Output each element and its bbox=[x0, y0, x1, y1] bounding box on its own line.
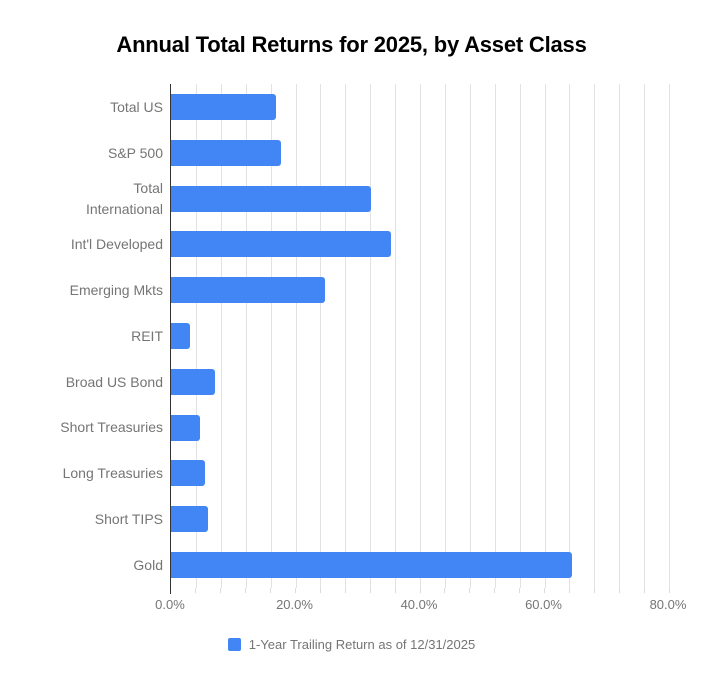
bar-row bbox=[171, 405, 669, 451]
gridline bbox=[395, 84, 397, 588]
bar-total-international[interactable] bbox=[171, 185, 371, 212]
category-label-short-treasuries: Short Treasuries bbox=[60, 419, 163, 436]
legend[interactable]: 1-Year Trailing Return as of 12/31/2025 bbox=[0, 637, 703, 652]
axis-tick bbox=[319, 588, 321, 593]
gridline bbox=[494, 84, 496, 588]
axis-tick bbox=[394, 588, 396, 593]
axis-tick bbox=[594, 588, 596, 593]
x-tick-label: 0.0% bbox=[155, 597, 185, 612]
bar-gold[interactable] bbox=[171, 552, 572, 579]
legend-label: 1-Year Trailing Return as of 12/31/2025 bbox=[248, 637, 476, 652]
category-label-int-l-developed: Int'l Developed bbox=[70, 236, 163, 253]
bar-long-treasuries[interactable] bbox=[171, 460, 206, 487]
x-tick-label: 40.0% bbox=[400, 597, 438, 612]
x-tick-label: 20.0% bbox=[276, 597, 313, 612]
axis-tick bbox=[569, 588, 571, 593]
gridline bbox=[320, 84, 322, 588]
bar-short-tips[interactable] bbox=[171, 506, 208, 533]
gridline bbox=[644, 84, 646, 588]
bar-row bbox=[171, 496, 669, 542]
category-labels: Total US S&P 500 Total International Int'l … bbox=[0, 84, 163, 588]
axis-tick bbox=[219, 588, 221, 593]
axis-tick bbox=[294, 588, 296, 593]
legend-swatch-icon bbox=[227, 638, 241, 651]
axis-tick bbox=[519, 588, 521, 593]
gridline bbox=[245, 84, 247, 588]
category-label-total-us: Total US bbox=[110, 98, 163, 115]
axis-tick bbox=[369, 588, 371, 593]
bar-row bbox=[171, 130, 669, 176]
axis-tick bbox=[494, 588, 496, 593]
bar-row bbox=[171, 221, 669, 267]
bar-row bbox=[171, 359, 669, 405]
gridline bbox=[469, 84, 471, 588]
category-label-total-international: Total International bbox=[85, 180, 163, 217]
bar-reit[interactable] bbox=[171, 322, 190, 349]
category-label-s-p-500: S&P 500 bbox=[107, 144, 163, 161]
axis-tick bbox=[619, 588, 621, 593]
gridline bbox=[444, 84, 446, 588]
bar-s-p-500[interactable] bbox=[171, 139, 282, 166]
bar-row bbox=[171, 313, 669, 359]
gridline bbox=[220, 84, 222, 588]
gridline bbox=[345, 84, 347, 588]
category-label-emerging-mkts: Emerging Mkts bbox=[69, 282, 163, 298]
gridline bbox=[420, 84, 421, 588]
x-axis-labels: 0.0% 20.0% 40.0% 60.0% 80.0% bbox=[155, 597, 686, 613]
bar-short-treasuries[interactable] bbox=[171, 414, 201, 441]
bar-row bbox=[171, 267, 669, 313]
axis-tick bbox=[419, 588, 421, 593]
gridline bbox=[519, 84, 521, 588]
gridline bbox=[619, 84, 621, 588]
bar-total-us[interactable] bbox=[171, 93, 277, 120]
gridline bbox=[594, 84, 596, 588]
axis-tick bbox=[469, 588, 471, 593]
axis-tick bbox=[444, 588, 446, 593]
bar-row bbox=[171, 176, 669, 222]
axis-tick bbox=[170, 588, 171, 594]
x-axis-ticks bbox=[170, 588, 670, 594]
x-tick-label: 80.0% bbox=[649, 597, 687, 612]
bar-row bbox=[171, 84, 669, 130]
gridline bbox=[544, 84, 546, 588]
x-tick-label: 60.0% bbox=[525, 597, 562, 612]
axis-tick bbox=[669, 588, 670, 593]
gridline bbox=[370, 84, 372, 588]
gridline bbox=[270, 84, 272, 588]
bar-emerging-mkts[interactable] bbox=[171, 277, 325, 304]
bar-broad-us-bond[interactable] bbox=[171, 368, 215, 395]
bar-row bbox=[171, 542, 669, 588]
category-label-reit: REIT bbox=[131, 327, 163, 344]
category-label-short-tips: Short TIPS bbox=[94, 511, 163, 528]
category-label-broad-us-bond: Broad US Bond bbox=[65, 373, 163, 390]
axis-tick bbox=[194, 588, 196, 593]
axis-tick bbox=[244, 588, 246, 593]
gridline bbox=[295, 84, 297, 588]
category-label-gold: Gold bbox=[133, 556, 163, 573]
bar-int-l-developed[interactable] bbox=[171, 231, 392, 258]
axis-tick bbox=[544, 588, 546, 593]
bar-rows bbox=[171, 84, 669, 588]
gridline bbox=[569, 84, 571, 588]
grid-layer bbox=[171, 84, 670, 588]
axis-tick bbox=[344, 588, 346, 593]
bar-row bbox=[171, 451, 669, 497]
gridline bbox=[669, 84, 670, 588]
axis-tick bbox=[269, 588, 271, 593]
plot-area bbox=[170, 84, 670, 588]
axis-tick bbox=[644, 588, 646, 593]
category-label-long-treasuries: Long Treasuries bbox=[62, 465, 163, 482]
gridline bbox=[195, 84, 197, 588]
chart-title: Annual Total Returns for 2025, by Asset … bbox=[116, 32, 587, 57]
